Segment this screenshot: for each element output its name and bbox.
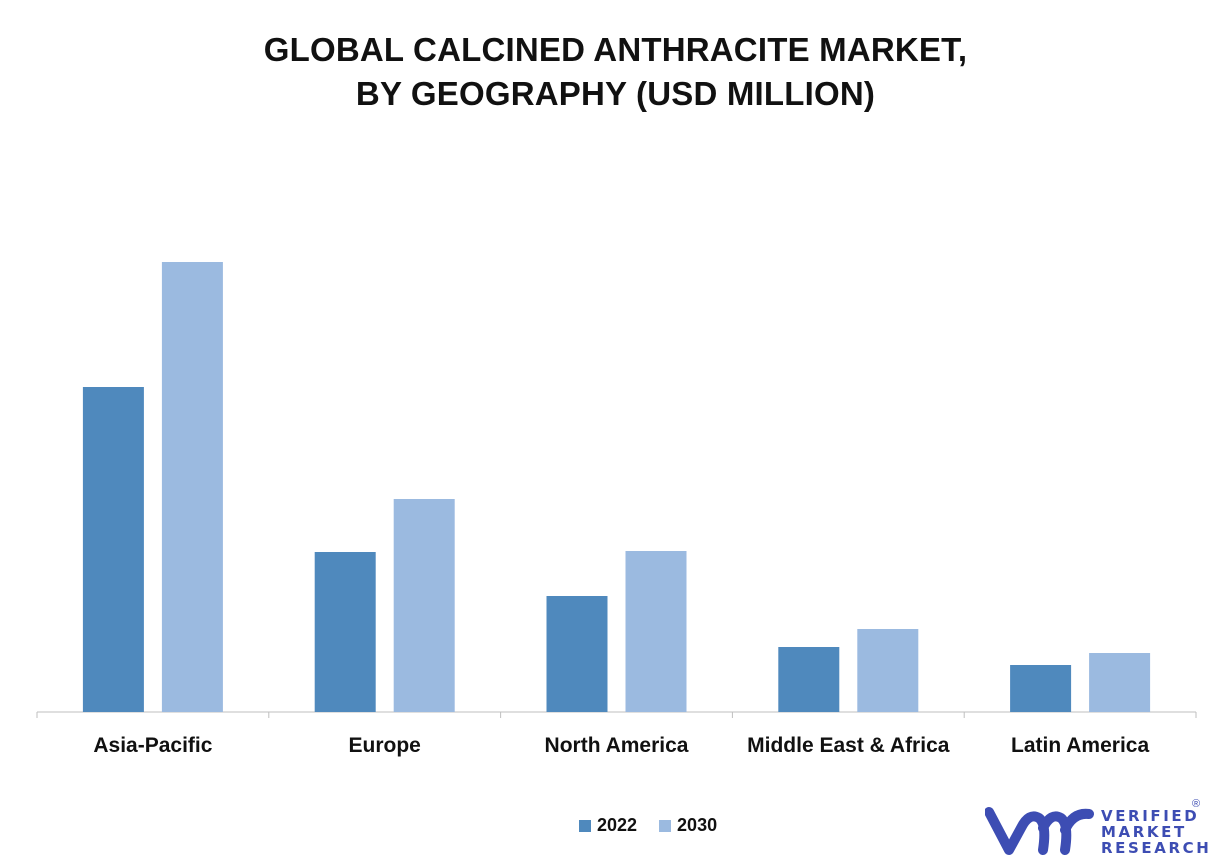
chart-legend: 2022 2030 (579, 815, 739, 836)
x-tick-label: Asia-Pacific (93, 734, 212, 757)
vmr-logo: VERIFIED MARKET RESEARCH ® (984, 798, 1209, 860)
bar-2022-north-america (546, 596, 608, 712)
chart-title-line-2: BY GEOGRAPHY (USD MILLION) (355, 75, 876, 112)
legend-item-2022: 2022 (579, 815, 637, 836)
legend-swatch-2022 (579, 819, 591, 832)
x-tick-label: Europe (349, 734, 421, 757)
legend-label-2022: 2022 (597, 815, 638, 835)
bar-2030-middle-east-africa (857, 629, 919, 712)
x-tick-label: Latin America (1011, 734, 1149, 757)
x-tick-label: North America (545, 734, 689, 757)
bar-chart: Asia-Pacific Europe North America Middle Ea… (36, 262, 1197, 757)
vmr-logo-text: VERIFIED MARKET RESEARCH (1101, 808, 1211, 856)
bar-2030-north-america (625, 551, 687, 712)
chart-title-line-1: GLOBAL CALCINED ANTHRACITE MARKET, (263, 31, 968, 68)
bar-2030-latin-america (1089, 653, 1151, 712)
chart-title: GLOBAL CALCINED ANTHRACITE MARKET, BY GE… (0, 28, 1231, 116)
legend-swatch-2030 (659, 819, 672, 832)
bar-2022-latin-america (1010, 665, 1072, 712)
bar-2022-asia-pacific (82, 387, 144, 712)
bar-2030-asia-pacific (161, 262, 223, 712)
logo-line-verified: VERIFIED (1101, 807, 1200, 825)
registered-mark-icon: ® (1192, 798, 1201, 810)
legend-label-2030: 2030 (677, 815, 718, 835)
logo-line-market: MARKET (1101, 823, 1187, 841)
bar-2030-europe (393, 499, 455, 712)
bar-2022-europe (314, 552, 376, 712)
legend-item-2030: 2030 (659, 815, 717, 836)
logo-line-research: RESEARCH (1101, 839, 1212, 857)
bar-2022-middle-east-africa (778, 647, 840, 712)
x-tick-label: Middle East & Africa (747, 734, 950, 757)
vmr-logo-icon (984, 807, 1094, 855)
